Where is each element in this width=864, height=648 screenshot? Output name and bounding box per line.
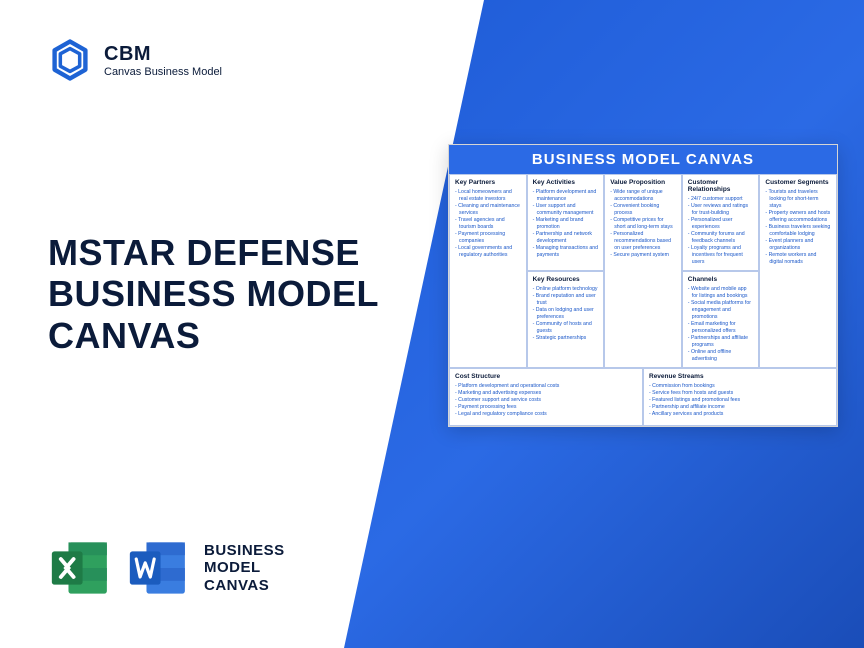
list-item: Loyalty programs and incentives for freq…: [688, 245, 754, 266]
cell-title: Key Activities: [533, 179, 599, 186]
excel-icon: [48, 536, 112, 600]
list-item: Strategic partnerships: [533, 335, 599, 342]
list-item: Partnership and network development: [533, 231, 599, 245]
bmc-canvas: BUSINESS MODEL CANVAS Key Partners Local…: [448, 144, 838, 427]
cell-cost-structure: Cost Structure Platform development and …: [449, 368, 643, 426]
title-line-1: MSTAR DEFENSE: [48, 232, 360, 273]
cell-items: Online platform technologyBrand reputati…: [533, 286, 599, 342]
cell-title: Revenue Streams: [649, 373, 831, 380]
list-item: Online platform technology: [533, 286, 599, 293]
cell-title: Channels: [688, 276, 754, 283]
app-icons-row: BUSINESS MODEL CANVAS: [48, 536, 285, 600]
list-item: Website and mobile app for listings and …: [688, 286, 754, 300]
bmc-title: BUSINESS MODEL CANVAS: [449, 145, 837, 174]
list-item: Business travelers seeking comfortable l…: [765, 224, 831, 238]
list-item: Event planners and organizations: [765, 238, 831, 252]
list-item: Partnership and affiliate income: [649, 404, 831, 411]
page-title: MSTAR DEFENSE BUSINESS MODEL CANVAS: [48, 232, 379, 356]
app-label-line-3: CANVAS: [204, 577, 269, 594]
list-item: Online and offline advertising: [688, 349, 754, 363]
cell-items: Platform development and maintenanceUser…: [533, 189, 599, 259]
title-line-3: CANVAS: [48, 315, 200, 356]
cell-cust-rel: Customer Relationships 24/7 customer sup…: [682, 174, 760, 271]
list-item: Marketing and advertising expenses: [455, 390, 637, 397]
app-label-line-1: BUSINESS: [204, 542, 285, 559]
list-item: Brand reputation and user trust: [533, 293, 599, 307]
cell-title: Key Resources: [533, 276, 599, 283]
list-item: Remote workers and digital nomads: [765, 252, 831, 266]
list-item: Service fees from hosts and guests: [649, 390, 831, 397]
bmc-grid: Key Partners Local homeowners and real e…: [449, 174, 837, 368]
list-item: Social media platforms for engagement an…: [688, 300, 754, 321]
brand-logo: CBM Canvas Business Model: [48, 38, 222, 82]
list-item: Partnerships and affiliate programs: [688, 335, 754, 349]
brand-name: CBM: [104, 43, 222, 66]
word-icon: [126, 536, 190, 600]
cell-title: Value Proposition: [610, 179, 676, 186]
cell-items: 24/7 customer supportUser reviews and ra…: [688, 196, 754, 266]
list-item: User support and community management: [533, 203, 599, 217]
list-item: Secure payment system: [610, 252, 676, 259]
list-item: Payment processing companies: [455, 231, 521, 245]
list-item: Community forums and feedback channels: [688, 231, 754, 245]
bmc-bottom-row: Cost Structure Platform development and …: [449, 368, 837, 426]
list-item: Platform development and operational cos…: [455, 383, 637, 390]
list-item: Data on lodging and user preferences: [533, 307, 599, 321]
list-item: Platform development and maintenance: [533, 189, 599, 203]
list-item: Convenient booking process: [610, 203, 676, 217]
cell-title: Customer Relationships: [688, 179, 754, 193]
app-label: BUSINESS MODEL CANVAS: [204, 542, 285, 594]
cell-title: Cost Structure: [455, 373, 637, 380]
hexagon-chain-icon: [48, 38, 92, 82]
cell-items: Platform development and operational cos…: [455, 383, 637, 418]
list-item: Managing transactions and payments: [533, 245, 599, 259]
cell-channels: Channels Website and mobile app for list…: [682, 271, 760, 368]
list-item: User reviews and ratings for trust-build…: [688, 203, 754, 217]
cell-items: Website and mobile app for listings and …: [688, 286, 754, 363]
list-item: Commission from bookings: [649, 383, 831, 390]
cell-cust-seg: Customer Segments Tourists and travelers…: [759, 174, 837, 368]
list-item: Community of hosts and guests: [533, 321, 599, 335]
cell-title: Key Partners: [455, 179, 521, 186]
title-line-2: BUSINESS MODEL: [48, 273, 379, 314]
list-item: Personalized recommendations based on us…: [610, 231, 676, 252]
list-item: Email marketing for personalized offers: [688, 321, 754, 335]
list-item: Tourists and travelers looking for short…: [765, 189, 831, 210]
list-item: Local governments and regulatory authori…: [455, 245, 521, 259]
cell-key-activities: Key Activities Platform development and …: [527, 174, 605, 271]
cell-items: Wide range of unique accommodationsConve…: [610, 189, 676, 259]
list-item: Wide range of unique accommodations: [610, 189, 676, 203]
list-item: 24/7 customer support: [688, 196, 754, 203]
cell-items: Tourists and travelers looking for short…: [765, 189, 831, 266]
cell-key-partners: Key Partners Local homeowners and real e…: [449, 174, 527, 368]
cell-key-resources: Key Resources Online platform technology…: [527, 271, 605, 368]
list-item: Ancillary services and products: [649, 411, 831, 418]
list-item: Legal and regulatory compliance costs: [455, 411, 637, 418]
brand-tagline: Canvas Business Model: [104, 66, 222, 78]
list-item: Payment processing fees: [455, 404, 637, 411]
cell-items: Commission from bookingsService fees fro…: [649, 383, 831, 418]
list-item: Marketing and brand promotion: [533, 217, 599, 231]
list-item: Customer support and service costs: [455, 397, 637, 404]
list-item: Competitive prices for short and long-te…: [610, 217, 676, 231]
list-item: Featured listings and promotional fees: [649, 397, 831, 404]
list-item: Cleaning and maintenance services: [455, 203, 521, 217]
cell-items: Local homeowners and real estate investo…: [455, 189, 521, 259]
list-item: Personalized user experiences: [688, 217, 754, 231]
list-item: Local homeowners and real estate investo…: [455, 189, 521, 203]
cell-title: Customer Segments: [765, 179, 831, 186]
list-item: Property owners and hosts offering accom…: [765, 210, 831, 224]
cell-revenue-streams: Revenue Streams Commission from bookings…: [643, 368, 837, 426]
app-label-line-2: MODEL: [204, 559, 261, 576]
list-item: Travel agencies and tourism boards: [455, 217, 521, 231]
cell-value-prop: Value Proposition Wide range of unique a…: [604, 174, 682, 368]
